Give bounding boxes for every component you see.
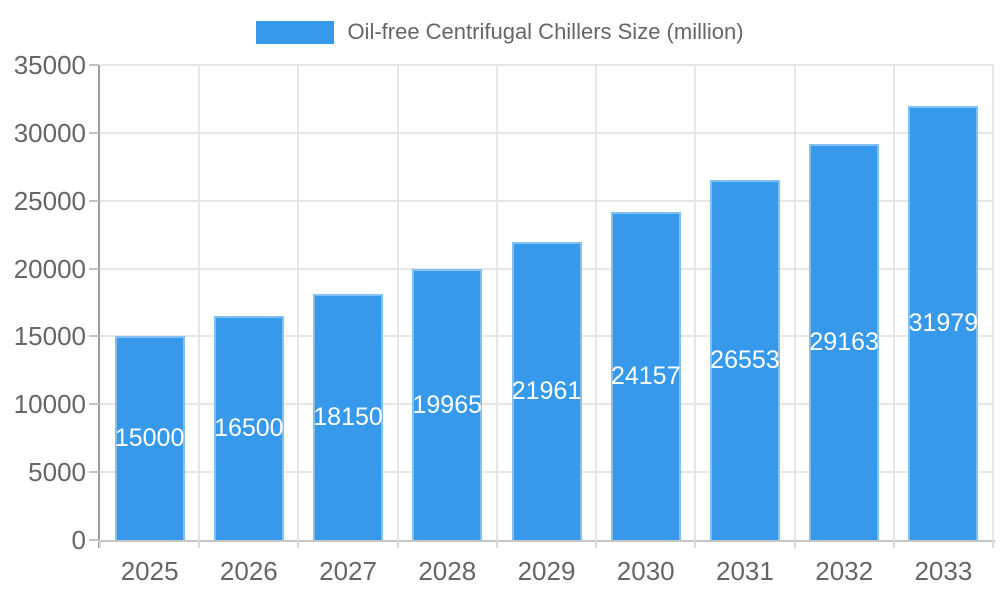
x-axis-tick-mark [892, 540, 895, 548]
x-axis-tick-label: 2025 [120, 556, 179, 586]
gridline-vertical [892, 65, 895, 540]
bar [313, 293, 384, 540]
bar [412, 269, 483, 540]
y-axis-tick-mark [89, 471, 99, 474]
gridline-vertical [595, 65, 598, 540]
y-axis-tick-label: 0 [71, 525, 86, 555]
x-axis-tick-label: 2029 [517, 556, 576, 586]
gridline-vertical [198, 65, 201, 540]
x-axis-tick-label: 2030 [616, 556, 675, 586]
y-axis-tick-mark [89, 199, 99, 202]
gridline-vertical [495, 65, 498, 540]
gridline-vertical [297, 65, 300, 540]
x-axis-tick-label: 2031 [716, 556, 774, 586]
x-axis-tick-label: 2032 [815, 556, 874, 586]
y-axis-line [98, 65, 100, 548]
y-axis-tick-mark [89, 335, 99, 338]
bar [908, 105, 979, 540]
y-axis-tick-label: 15000 [13, 321, 86, 352]
y-axis-tick-label: 5000 [28, 457, 86, 488]
y-axis-tick-label: 25000 [13, 185, 86, 216]
bar [511, 241, 582, 540]
y-axis-tick-mark [89, 403, 99, 406]
legend-swatch [256, 20, 335, 44]
x-axis-line [98, 540, 995, 542]
bar [809, 144, 880, 540]
gridline-vertical [992, 65, 994, 540]
x-axis-tick-label: 2026 [219, 556, 278, 586]
gridline-vertical [793, 65, 796, 540]
gridline-vertical [694, 65, 697, 540]
x-axis-tick-mark [99, 540, 101, 548]
legend-label: Oil-free Centrifugal Chillers Size (mill… [347, 19, 744, 44]
x-axis-tick-label: 2033 [914, 556, 973, 586]
y-axis-tick-mark [89, 64, 99, 66]
y-axis-tick-label: 35000 [13, 50, 86, 80]
x-axis-tick-mark [297, 540, 300, 548]
y-axis-tick-mark [89, 131, 99, 134]
y-axis-tick-mark [89, 267, 99, 270]
x-axis-tick-mark [992, 540, 994, 548]
x-axis-tick-mark [198, 540, 201, 548]
x-axis-tick-label: 2028 [418, 556, 477, 586]
bar [610, 212, 681, 540]
gridline-horizontal [100, 131, 993, 134]
x-axis-tick-label: 2027 [319, 556, 377, 586]
bar [213, 316, 284, 540]
x-axis-tick-mark [793, 540, 796, 548]
x-axis-tick-mark [694, 540, 697, 548]
x-axis-tick-mark [396, 540, 399, 548]
gridline-vertical [396, 65, 399, 540]
y-axis-tick-label: 20000 [13, 253, 86, 284]
plot-area: 15000 16500 18150 19965 21961 24157 26553 29163… [100, 64, 994, 540]
x-axis-tick-mark [495, 540, 498, 548]
bar [114, 336, 185, 540]
y-axis-tick-mark [89, 539, 99, 541]
gridline-horizontal [100, 199, 993, 202]
bar [709, 179, 780, 540]
legend[interactable]: Oil-free Centrifugal Chillers Size (mill… [0, 19, 1000, 45]
y-axis-tick-label: 30000 [13, 117, 86, 148]
y-axis-tick-label: 10000 [13, 389, 86, 420]
x-axis-tick-mark [595, 540, 598, 548]
gridline-horizontal [100, 64, 993, 66]
